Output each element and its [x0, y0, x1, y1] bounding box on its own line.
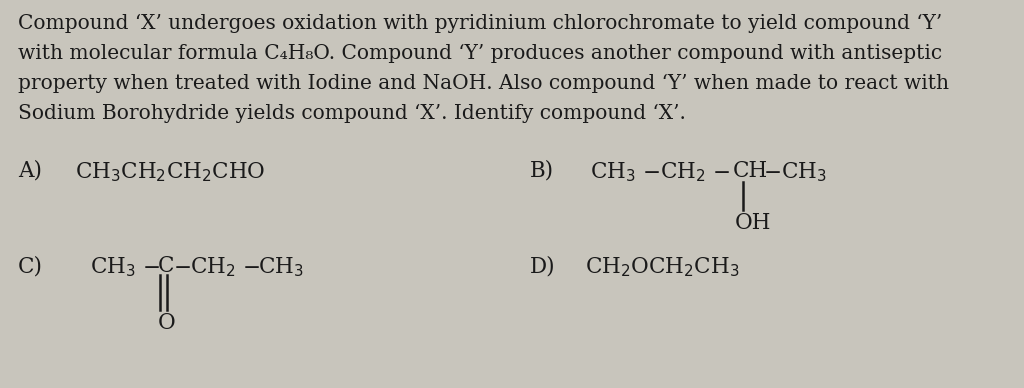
Text: CH$_3$: CH$_3$ — [258, 255, 304, 279]
Text: CH$_3$: CH$_3$ — [781, 160, 826, 184]
Text: OH: OH — [735, 212, 771, 234]
Text: D): D) — [530, 255, 556, 277]
Text: C: C — [158, 255, 174, 277]
Text: CH$_2$: CH$_2$ — [660, 160, 706, 184]
Text: C): C) — [18, 255, 43, 277]
Text: CH: CH — [733, 160, 768, 182]
Text: $-$: $-$ — [242, 255, 260, 277]
Text: $-$: $-$ — [712, 160, 730, 182]
Text: property when treated with Iodine and NaOH. Also compound ‘Y’ when made to react: property when treated with Iodine and Na… — [18, 74, 949, 93]
Text: A): A) — [18, 160, 42, 182]
Text: CH$_3$: CH$_3$ — [90, 255, 136, 279]
Text: B): B) — [530, 160, 554, 182]
Text: $-$: $-$ — [173, 255, 190, 277]
Text: CH$_3$: CH$_3$ — [590, 160, 636, 184]
Text: Compound ‘X’ undergoes oxidation with pyridinium chlorochromate to yield compoun: Compound ‘X’ undergoes oxidation with py… — [18, 14, 942, 33]
Text: $-$: $-$ — [763, 160, 780, 182]
Text: $-$: $-$ — [142, 255, 160, 277]
Text: CH$_3$CH$_2$CH$_2$CHO: CH$_3$CH$_2$CH$_2$CHO — [75, 160, 265, 184]
Text: CH$_2$OCH$_2$CH$_3$: CH$_2$OCH$_2$CH$_3$ — [585, 255, 739, 279]
Text: $-$: $-$ — [642, 160, 659, 182]
Text: with molecular formula C₄H₈O. Compound ‘Y’ produces another compound with antise: with molecular formula C₄H₈O. Compound ‘… — [18, 44, 942, 63]
Text: O: O — [158, 312, 176, 334]
Text: CH$_2$: CH$_2$ — [190, 255, 236, 279]
Text: Sodium Borohydride yields compound ‘X’. Identify compound ‘X’.: Sodium Borohydride yields compound ‘X’. … — [18, 104, 686, 123]
